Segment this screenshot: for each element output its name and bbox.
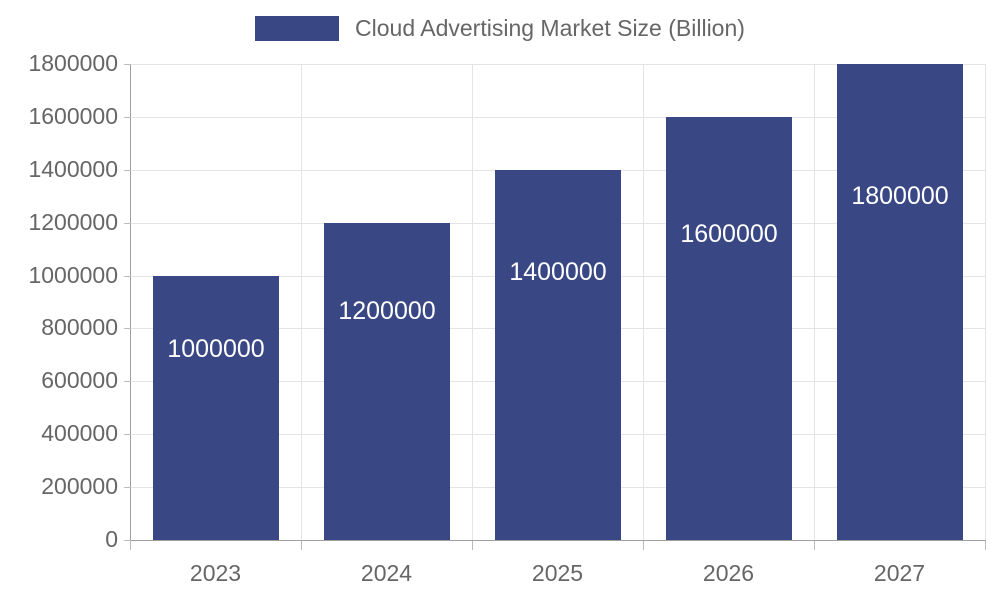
y-tick-label: 800000: [41, 314, 118, 341]
y-tick-label: 1400000: [28, 155, 118, 182]
x-axis-line: [130, 540, 986, 541]
bar[interactable]: [837, 64, 963, 540]
x-tick-label: 2026: [702, 560, 755, 586]
y-tick-mark: [124, 64, 131, 65]
gridline-vertical: [643, 64, 644, 540]
x-tick-mark: [814, 541, 815, 550]
y-tick-label: 400000: [41, 420, 118, 447]
y-tick-mark: [124, 381, 131, 383]
y-tick-mark: [124, 275, 131, 277]
y-tick-label: 1200000: [28, 208, 118, 235]
y-tick-label: 600000: [41, 367, 118, 394]
y-tick-mark: [124, 328, 131, 330]
plot-area: 1000000 1200000 1400000 1600000 1800000: [130, 64, 986, 541]
y-tick-mark: [124, 116, 131, 118]
x-tick-label: 2023: [189, 560, 242, 586]
legend-item-cloud-advertising-market-size[interactable]: Cloud Advertising Market Size (Billion): [255, 14, 745, 41]
bar-value-label: 1000000: [167, 334, 265, 363]
chart-legend: Cloud Advertising Market Size (Billion): [0, 8, 1000, 48]
x-tick-mark: [130, 541, 131, 550]
bar-value-label: 1800000: [851, 182, 949, 211]
y-tick-label: 1000000: [28, 261, 118, 288]
x-tick-label: 2027: [873, 560, 926, 586]
y-tick-label: 0: [105, 526, 118, 552]
y-tick-mark: [124, 434, 131, 436]
gridline-vertical: [814, 64, 815, 540]
bar-value-label: 1400000: [509, 258, 607, 287]
bar-value-label: 1600000: [680, 220, 778, 249]
gridline-vertical: [985, 64, 986, 540]
bar[interactable]: [495, 169, 621, 540]
bar[interactable]: [666, 116, 792, 540]
x-tick-mark: [472, 541, 473, 550]
y-tick-label: 1600000: [28, 102, 118, 129]
y-tick-label: 1800000: [28, 50, 118, 76]
bar[interactable]: [153, 275, 279, 540]
x-tick-mark: [301, 541, 302, 550]
x-tick-label: 2024: [360, 560, 413, 586]
bar-value-label: 1200000: [338, 296, 436, 325]
y-tick-label: 200000: [41, 473, 118, 500]
gridline-vertical: [472, 64, 473, 540]
gridline-horizontal: [130, 64, 985, 65]
y-axis-line: [130, 64, 131, 541]
y-tick-mark: [124, 487, 131, 489]
x-tick-mark: [985, 541, 986, 550]
bar[interactable]: [324, 222, 450, 540]
y-tick-mark: [124, 540, 131, 541]
legend-swatch-icon: [255, 15, 340, 41]
y-tick-mark: [124, 222, 131, 224]
x-tick-mark: [643, 541, 644, 550]
legend-label: Cloud Advertising Market Size (Billion): [355, 14, 745, 41]
y-tick-mark: [124, 169, 131, 171]
gridline-horizontal: [130, 116, 985, 118]
x-tick-label: 2025: [531, 560, 584, 586]
gridline-vertical: [301, 64, 302, 540]
